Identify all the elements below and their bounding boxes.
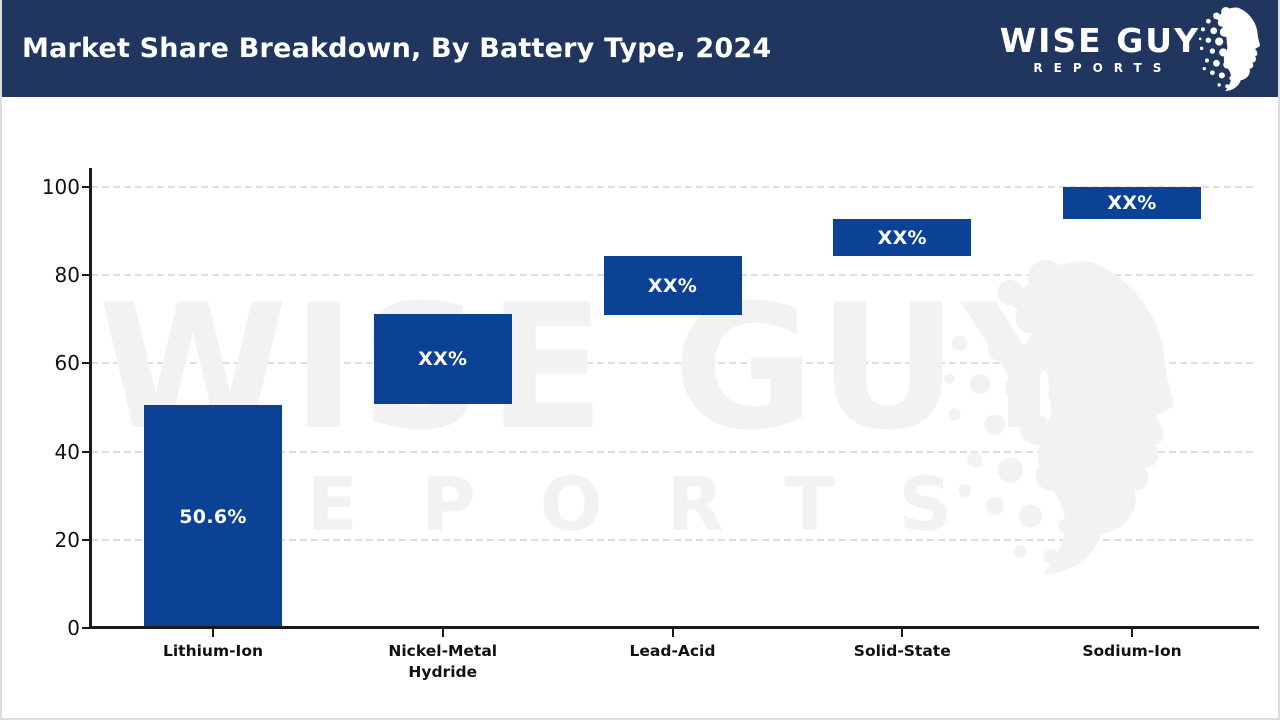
y-tick-mark (82, 362, 91, 365)
x-tick-mark (901, 629, 904, 637)
y-tick-mark (82, 627, 91, 629)
bar: XX% (603, 256, 742, 315)
gridline (91, 538, 1257, 541)
category-label: Lithium-Ion (162, 642, 264, 660)
y-tick-label: 0 (67, 616, 80, 640)
brand-face-icon (1198, 6, 1260, 91)
gridline (91, 186, 1257, 188)
gridline (91, 362, 1257, 365)
bar-value-label: 50.6% (179, 505, 247, 528)
y-tick-mark (82, 274, 91, 277)
watermark-face-icon (944, 259, 1174, 575)
bar: XX% (373, 314, 512, 404)
bar-value-label: XX% (1107, 192, 1157, 214)
category-label: Lead-Acid (629, 642, 716, 660)
category-label: Sodium-Ion (1082, 642, 1182, 660)
x-tick-mark (212, 629, 214, 637)
brand-subname: REPORTS (1033, 60, 1173, 75)
category-label: Nickel-Metal Hydride (388, 642, 498, 681)
bar: XX% (833, 219, 972, 256)
x-axis (89, 626, 1259, 629)
x-tick-mark (441, 629, 444, 637)
gridline (91, 450, 1257, 453)
y-tick-label: 40 (54, 439, 80, 464)
x-tick-mark (671, 629, 674, 637)
page-title: Market Share Breakdown, By Battery Type,… (22, 33, 772, 64)
brand-wordmark: WISE GUY REPORTS (1000, 24, 1200, 74)
y-tick-label: 20 (54, 527, 80, 552)
brand-logo: WISE GUY REPORTS (1000, 5, 1264, 93)
bar-value-label: XX% (418, 348, 468, 370)
bar-value-label: XX% (877, 226, 927, 249)
header: Market Share Breakdown, By Battery Type,… (2, 0, 1278, 97)
brand-name: WISE GUY (999, 20, 1200, 60)
y-axis (89, 168, 92, 629)
y-tick-mark (82, 450, 91, 453)
y-tick-label: 60 (54, 351, 80, 376)
bar-value-label: XX% (647, 274, 698, 297)
y-tick-label: 100 (41, 175, 80, 199)
y-tick-mark (82, 538, 91, 541)
bar: XX% (1063, 187, 1201, 219)
category-label: Solid-State (853, 642, 951, 660)
bar: 50.6% (144, 405, 282, 628)
y-tick-mark (82, 186, 91, 188)
y-tick-label: 80 (54, 263, 80, 288)
x-tick-mark (1131, 629, 1133, 637)
